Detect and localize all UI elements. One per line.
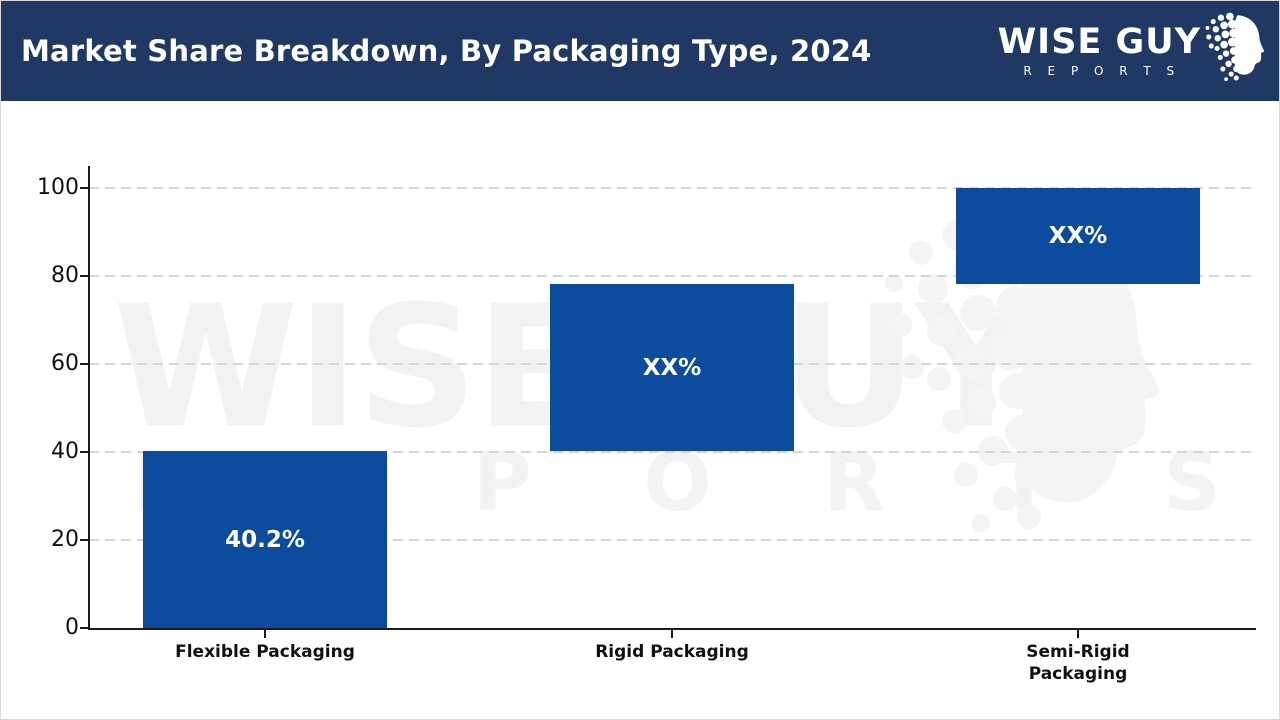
wise-guy-logo: WISE GUY R E P O R T S xyxy=(998,10,1267,92)
y-tick-100 xyxy=(80,187,89,189)
x-tick-flexible-packaging xyxy=(264,630,266,638)
y-tick-20 xyxy=(80,539,89,541)
x-axis-spine xyxy=(88,628,1256,630)
y-tick-label-100: 100 xyxy=(37,175,79,200)
header: Market Share Breakdown, By Packaging Typ… xyxy=(1,1,1279,101)
x-tick-rigid-packaging xyxy=(671,630,673,638)
bar-value-label-rigid-packaging: XX% xyxy=(642,354,702,381)
y-tick-label-0: 0 xyxy=(65,615,79,640)
logo-subtext: R E P O R T S xyxy=(1023,63,1181,78)
x-category-label-line: Semi-Rigid xyxy=(1026,642,1130,662)
x-category-label-line: Flexible Packaging xyxy=(175,642,355,662)
x-category-label-rigid-packaging: Rigid Packaging xyxy=(547,641,797,663)
logo-head-icon xyxy=(1205,12,1265,82)
x-category-label-semi-rigid-packaging: Semi-Rigid Packaging xyxy=(953,641,1203,685)
y-tick-label-40: 40 xyxy=(51,439,79,464)
bar-rigid-packaging: XX% xyxy=(550,283,794,452)
gridline-80 xyxy=(89,275,1255,277)
bar-semi-rigid-packaging: XX% xyxy=(956,188,1200,284)
logo-text-block: WISE GUY R E P O R T S xyxy=(997,21,1201,78)
bar-value-label-semi-rigid-packaging: XX% xyxy=(1048,222,1108,249)
y-axis-spine xyxy=(88,166,90,630)
gridline-40 xyxy=(89,451,1255,453)
y-tick-40 xyxy=(80,451,89,453)
logo-wordmark: WISE GUY xyxy=(997,21,1201,62)
bar-flexible-packaging: 40.2% xyxy=(143,451,387,628)
gridline-100 xyxy=(89,187,1255,189)
x-category-label-line: Rigid Packaging xyxy=(595,642,749,662)
y-tick-0 xyxy=(80,627,89,629)
x-tick-semi-rigid-packaging xyxy=(1077,630,1079,638)
y-tick-60 xyxy=(80,363,89,365)
y-tick-label-20: 20 xyxy=(51,527,79,552)
bar-value-label-flexible-packaging: 40.2% xyxy=(225,526,305,553)
chart-title: Market Share Breakdown, By Packaging Typ… xyxy=(21,34,872,68)
y-tick-80 xyxy=(80,275,89,277)
x-category-label-line: Packaging xyxy=(1028,664,1128,684)
x-category-label-flexible-packaging: Flexible Packaging xyxy=(140,641,390,663)
y-tick-label-80: 80 xyxy=(51,263,79,288)
y-tick-label-60: 60 xyxy=(51,351,79,376)
gridline-20 xyxy=(89,539,1255,541)
